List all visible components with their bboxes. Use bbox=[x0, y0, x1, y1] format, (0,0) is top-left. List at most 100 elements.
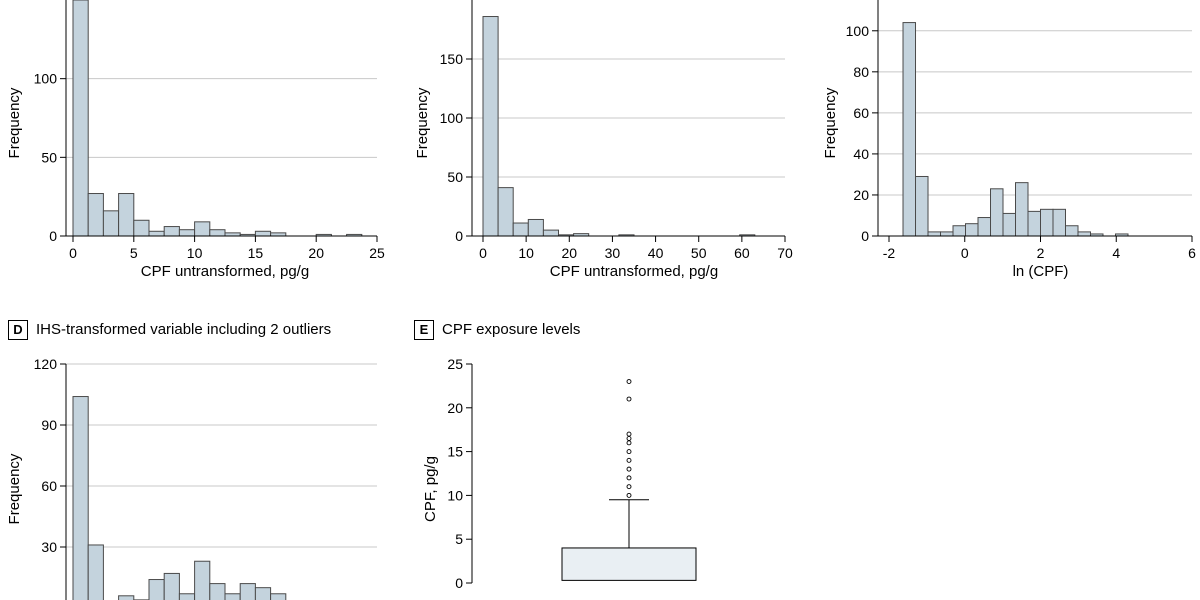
y-tick-label-d: 120 bbox=[34, 356, 58, 372]
histogram-bar-a bbox=[72, 0, 89, 237]
panel-e-title: CPF exposure levels bbox=[442, 321, 581, 338]
x-tick-label-b: 70 bbox=[777, 245, 793, 261]
histogram-bar-a bbox=[194, 221, 211, 237]
y-tick-label-d: 30 bbox=[41, 539, 57, 555]
histogram-bar-c bbox=[1002, 212, 1017, 237]
x-tick-label-a: 0 bbox=[69, 245, 77, 261]
y-tick-label-b: 100 bbox=[440, 110, 464, 126]
histogram-bar-d bbox=[148, 579, 165, 600]
histogram-bar-d bbox=[224, 593, 241, 600]
histogram-bar-b bbox=[527, 218, 544, 237]
histogram-bar-b bbox=[542, 229, 560, 237]
outlier-point-e bbox=[626, 492, 632, 498]
y-tick-label-e: 5 bbox=[455, 531, 463, 547]
histogram-bar-d bbox=[87, 544, 104, 600]
x-tick-label-b: 20 bbox=[561, 245, 577, 261]
x-tick-label-c: 0 bbox=[961, 245, 969, 261]
y-tick-label-b: 0 bbox=[455, 228, 463, 244]
x-tick-label-b: 0 bbox=[479, 245, 487, 261]
histogram-bar-c bbox=[965, 223, 979, 237]
histogram-bar-c bbox=[1052, 208, 1066, 237]
x-tick-label-b: 30 bbox=[605, 245, 621, 261]
x-axis-label-b: CPF untransformed, pg/g bbox=[550, 263, 718, 280]
x-tick-label-a: 10 bbox=[187, 245, 203, 261]
y-tick-label-b: 150 bbox=[440, 51, 464, 67]
histogram-bar-b bbox=[512, 222, 529, 237]
histogram-bar-a bbox=[102, 210, 120, 237]
x-tick-label-b: 40 bbox=[648, 245, 664, 261]
outlier-point-e bbox=[626, 440, 632, 446]
histogram-bar-c bbox=[940, 231, 954, 237]
y-tick-label-e: 0 bbox=[455, 575, 463, 591]
outlier-point-e bbox=[626, 484, 632, 490]
box-e bbox=[561, 547, 697, 581]
histogram-bar-a bbox=[148, 230, 165, 237]
outlier-point-e bbox=[626, 449, 632, 455]
x-tick-label-b: 50 bbox=[691, 245, 707, 261]
x-tick-label-b: 60 bbox=[734, 245, 750, 261]
histogram-bar-d bbox=[239, 583, 256, 600]
histogram-bar-b bbox=[482, 16, 499, 237]
y-tick-label-b: 50 bbox=[447, 169, 463, 185]
outlier-point-e bbox=[626, 436, 632, 441]
y-axis-label-e: CPF, pg/g bbox=[422, 456, 439, 522]
histogram-bar-c bbox=[1015, 182, 1029, 237]
x-tick-label-c: 6 bbox=[1188, 245, 1196, 261]
x-tick-label-a: 15 bbox=[248, 245, 264, 261]
y-tick-label-a: 50 bbox=[41, 149, 57, 165]
histogram-bar-a bbox=[178, 229, 196, 237]
y-tick-label-c: 0 bbox=[861, 228, 869, 244]
histogram-bar-c bbox=[1077, 231, 1091, 237]
histogram-bar-d bbox=[270, 593, 287, 600]
x-tick-label-c: 4 bbox=[1112, 245, 1120, 261]
panel-d-letter: D bbox=[8, 320, 28, 340]
x-tick-label-c: 2 bbox=[1037, 245, 1045, 261]
x-tick-label-b: 10 bbox=[518, 245, 534, 261]
y-axis-label-c: Frequency bbox=[822, 87, 839, 158]
histogram-bar-c bbox=[1040, 208, 1054, 237]
histogram-bar-d bbox=[209, 583, 226, 600]
histogram-bar-a bbox=[163, 226, 180, 237]
outlier-point-e bbox=[626, 475, 632, 481]
y-axis-label-a: Frequency bbox=[6, 87, 23, 158]
x-tick-label-c: -2 bbox=[883, 245, 896, 261]
histogram-bar-c bbox=[990, 188, 1004, 237]
histogram-bar-d bbox=[194, 560, 211, 600]
y-tick-label-c: 100 bbox=[846, 23, 870, 39]
outlier-point-e bbox=[626, 431, 632, 437]
y-tick-label-e: 10 bbox=[447, 487, 463, 503]
histogram-bar-d bbox=[254, 587, 272, 600]
y-tick-label-c: 80 bbox=[853, 64, 869, 80]
y-axis-label-b: Frequency bbox=[414, 87, 431, 158]
x-tick-label-a: 20 bbox=[308, 245, 324, 261]
y-tick-label-e: 25 bbox=[447, 356, 463, 372]
y-tick-label-e: 20 bbox=[447, 400, 463, 416]
y-tick-label-e: 15 bbox=[447, 444, 463, 460]
x-axis-label-c: ln (CPF) bbox=[1013, 263, 1069, 280]
x-tick-label-a: 25 bbox=[369, 245, 385, 261]
y-tick-label-a: 100 bbox=[34, 71, 58, 87]
histogram-bar-d bbox=[72, 396, 89, 600]
outlier-point-e bbox=[626, 396, 632, 402]
x-tick-label-a: 5 bbox=[130, 245, 138, 261]
histogram-bar-c bbox=[902, 22, 917, 237]
histogram-bar-a bbox=[254, 230, 272, 237]
histogram-bar-a bbox=[133, 219, 150, 237]
y-tick-label-c: 60 bbox=[853, 105, 869, 121]
y-tick-label-c: 40 bbox=[853, 146, 869, 162]
histogram-bar-c bbox=[952, 225, 967, 237]
panel-e-letter: E bbox=[414, 320, 434, 340]
histogram-bar-d bbox=[118, 595, 135, 600]
outlier-point-e bbox=[626, 457, 632, 463]
y-tick-label-d: 90 bbox=[41, 417, 57, 433]
histogram-bar-a bbox=[118, 193, 135, 237]
histogram-bar-a bbox=[87, 193, 104, 237]
histogram-bar-c bbox=[1064, 225, 1079, 237]
histogram-bar-d bbox=[178, 593, 196, 600]
histogram-bar-b bbox=[497, 187, 514, 237]
y-tick-label-c: 20 bbox=[853, 187, 869, 203]
histogram-bar-a bbox=[209, 229, 226, 237]
histogram-bar-d bbox=[163, 572, 180, 600]
x-axis-label-a: CPF untransformed, pg/g bbox=[141, 263, 309, 280]
